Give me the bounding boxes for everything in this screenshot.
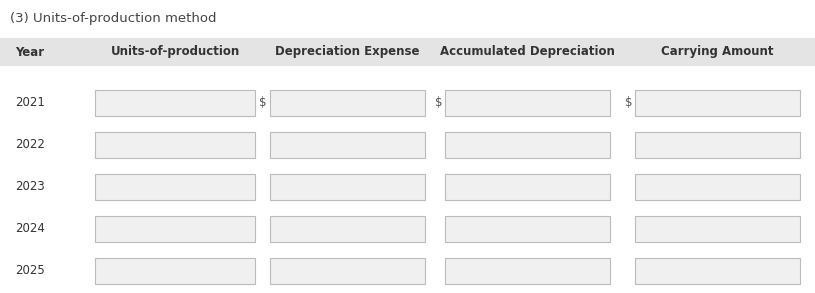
Bar [635,216,800,242]
Bar [95,90,255,116]
Bar [635,132,800,158]
Bar [95,174,255,200]
Bar [445,258,610,284]
Bar [445,216,610,242]
Bar [445,174,610,200]
Text: Units-of-production: Units-of-production [110,45,240,59]
Text: $: $ [434,96,442,110]
Text: Carrying Amount: Carrying Amount [661,45,773,59]
Text: $: $ [624,96,632,110]
Text: 2025: 2025 [15,265,45,277]
Text: Accumulated Depreciation: Accumulated Depreciation [440,45,615,59]
Bar [95,258,255,284]
Text: Year: Year [15,45,44,59]
Bar [270,90,425,116]
Bar [0,38,815,66]
Bar [635,174,800,200]
Bar [95,132,255,158]
Bar [270,258,425,284]
Bar [270,216,425,242]
Text: 2021: 2021 [15,96,45,110]
Bar [445,90,610,116]
Text: 2023: 2023 [15,180,45,193]
Text: 2022: 2022 [15,139,45,151]
Text: 2024: 2024 [15,222,45,236]
Text: Depreciation Expense: Depreciation Expense [275,45,420,59]
Bar [635,258,800,284]
Bar [270,132,425,158]
Text: $: $ [259,96,267,110]
Bar [270,174,425,200]
Text: (3) Units-of-production method: (3) Units-of-production method [10,12,217,25]
Bar [635,90,800,116]
Bar [95,216,255,242]
Bar [445,132,610,158]
